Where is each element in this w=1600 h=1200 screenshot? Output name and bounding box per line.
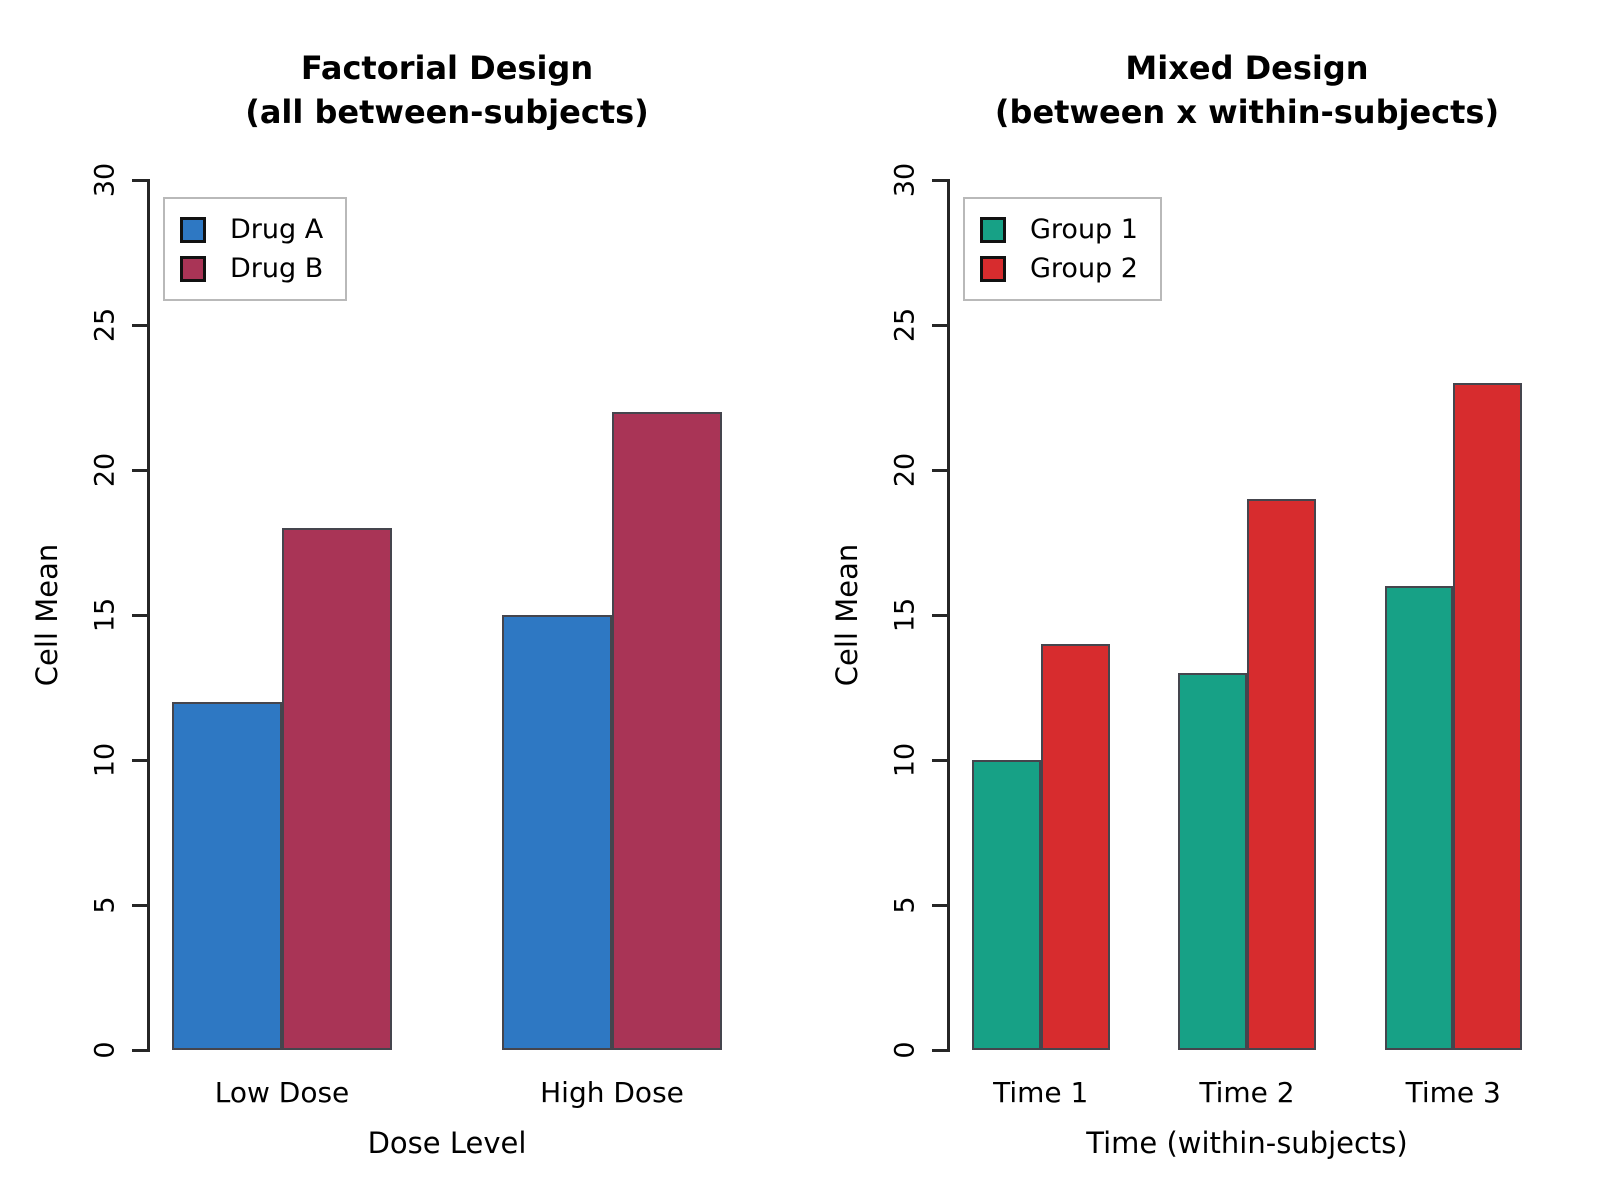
chart-title-line2: (between x within-subjects)	[994, 93, 1500, 131]
category-label: Time 2	[1199, 1076, 1295, 1109]
bar-group-1	[1384, 586, 1454, 1050]
y-tick	[132, 613, 147, 617]
legend-item: Group 2	[980, 253, 1138, 284]
bar-drug-a	[172, 702, 282, 1050]
chart-title-line1: Factorial Design	[300, 49, 594, 87]
legend-swatch	[980, 255, 1006, 282]
y-tick-label: 30	[889, 162, 921, 198]
y-tick	[132, 1048, 147, 1052]
bar-group-2	[1040, 644, 1110, 1050]
y-tick	[932, 758, 947, 762]
y-tick	[132, 323, 147, 327]
legend-label: Group 2	[1030, 253, 1138, 284]
category-label: Time 3	[1405, 1076, 1501, 1109]
y-tick	[132, 903, 147, 907]
legend-swatch	[180, 255, 206, 282]
bar-drug-b	[612, 412, 722, 1050]
legend-item: Drug A	[180, 214, 323, 245]
y-tick	[932, 613, 947, 617]
y-tick-label: 20	[889, 452, 921, 488]
chart-title-line2: (all between-subjects)	[245, 93, 649, 131]
bar-group-2	[1453, 383, 1522, 1050]
bar-group-2	[1247, 499, 1316, 1050]
y-tick	[132, 758, 147, 762]
x-axis-label: Dose Level	[367, 1126, 527, 1160]
y-tick	[932, 178, 947, 182]
bar-drug-a	[502, 615, 612, 1050]
category-label: Time 1	[993, 1076, 1089, 1109]
y-tick-label: 10	[889, 742, 921, 778]
y-tick	[932, 468, 947, 472]
legend-label: Group 1	[1030, 214, 1138, 245]
chart-title-line1: Mixed Design	[1125, 49, 1369, 87]
y-axis-line	[947, 178, 950, 1052]
legend-label: Drug A	[230, 214, 324, 245]
legend-label: Drug B	[230, 253, 324, 284]
y-tick-label: 0	[889, 1041, 921, 1059]
category-label: Low Dose	[214, 1076, 350, 1109]
chart-title: Factorial Design (all between-subjects)	[245, 46, 649, 134]
y-tick	[132, 178, 147, 182]
y-tick	[932, 1048, 947, 1052]
legend: Drug A Drug B	[163, 197, 348, 301]
chart-title: Mixed Design (between x within-subjects)	[995, 46, 1499, 134]
legend-item: Group 1	[980, 214, 1138, 245]
legend-swatch	[980, 216, 1006, 243]
bar-drug-b	[282, 528, 392, 1050]
y-tick-label: 15	[889, 597, 921, 633]
bar-group-1	[1178, 673, 1247, 1050]
bar-group-1	[972, 760, 1041, 1050]
category-label: High Dose	[540, 1076, 684, 1109]
y-tick-label: 25	[889, 307, 921, 343]
y-tick	[132, 468, 147, 472]
legend-swatch	[180, 216, 206, 243]
y-tick-label: 5	[889, 896, 921, 914]
y-tick	[932, 903, 947, 907]
legend: Group 1 Group 2	[963, 197, 1162, 301]
legend-item: Drug B	[180, 253, 323, 284]
y-tick	[932, 323, 947, 327]
x-axis-label: Time (within-subjects)	[1086, 1126, 1408, 1160]
y-axis-line	[147, 178, 150, 1052]
